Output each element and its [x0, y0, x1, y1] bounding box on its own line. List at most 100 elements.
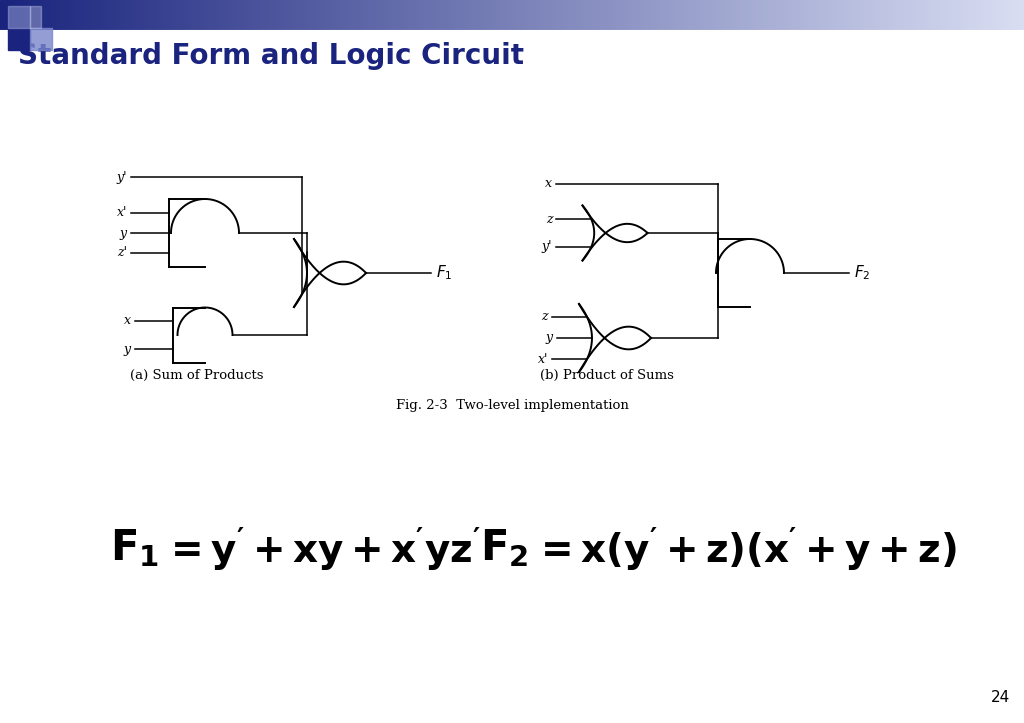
- Bar: [340, 0, 344, 28]
- Bar: [532, 0, 536, 28]
- Bar: [488, 0, 492, 28]
- Bar: [852, 0, 856, 28]
- Bar: [392, 0, 396, 28]
- Bar: [32, 0, 36, 28]
- Bar: [980, 0, 984, 28]
- Bar: [140, 0, 144, 28]
- Bar: [428, 0, 432, 28]
- Bar: [964, 0, 968, 28]
- Bar: [616, 0, 620, 28]
- Bar: [396, 0, 400, 28]
- Bar: [1012, 0, 1016, 28]
- Text: z: z: [546, 213, 552, 226]
- Bar: [456, 0, 460, 28]
- Bar: [916, 0, 920, 28]
- Text: z': z': [117, 247, 127, 260]
- Bar: [705, 0, 708, 28]
- Bar: [636, 0, 640, 28]
- Bar: [224, 0, 228, 28]
- Bar: [568, 0, 572, 28]
- Bar: [864, 0, 868, 28]
- Bar: [876, 0, 880, 28]
- Bar: [276, 0, 280, 28]
- Bar: [212, 0, 216, 28]
- Bar: [844, 0, 848, 28]
- Bar: [676, 0, 680, 28]
- Bar: [716, 0, 720, 28]
- Bar: [196, 0, 200, 28]
- Bar: [696, 0, 700, 28]
- Bar: [912, 0, 916, 28]
- Bar: [932, 0, 936, 28]
- Bar: [640, 0, 644, 28]
- Bar: [976, 0, 980, 28]
- Bar: [768, 0, 772, 28]
- Bar: [124, 0, 128, 28]
- Bar: [208, 0, 212, 28]
- Bar: [152, 0, 156, 28]
- Bar: [84, 0, 88, 28]
- Bar: [580, 0, 584, 28]
- Bar: [564, 0, 568, 28]
- Bar: [920, 0, 924, 28]
- Bar: [80, 0, 84, 28]
- Bar: [232, 0, 236, 28]
- Bar: [560, 0, 564, 28]
- Bar: [736, 0, 740, 28]
- Bar: [776, 0, 780, 28]
- Bar: [164, 0, 168, 28]
- Bar: [800, 0, 804, 28]
- Bar: [400, 0, 404, 28]
- Bar: [924, 0, 928, 28]
- Bar: [272, 0, 276, 28]
- Bar: [128, 0, 132, 28]
- Bar: [928, 0, 932, 28]
- Text: y': y': [117, 171, 127, 184]
- Bar: [120, 0, 124, 28]
- Text: x': x': [117, 207, 127, 220]
- Bar: [632, 0, 636, 28]
- Bar: [784, 0, 788, 28]
- Bar: [172, 0, 176, 28]
- Bar: [872, 0, 876, 28]
- Bar: [44, 0, 48, 28]
- Bar: [472, 0, 476, 28]
- Bar: [756, 0, 760, 28]
- Bar: [12, 0, 16, 28]
- Bar: [372, 0, 376, 28]
- Bar: [68, 0, 72, 28]
- Bar: [652, 0, 656, 28]
- Bar: [376, 0, 380, 28]
- Bar: [424, 0, 428, 28]
- Bar: [380, 0, 384, 28]
- Bar: [740, 0, 744, 28]
- Bar: [664, 0, 668, 28]
- Bar: [528, 0, 532, 28]
- Bar: [16, 0, 20, 28]
- Bar: [416, 0, 420, 28]
- Bar: [356, 0, 360, 28]
- Bar: [176, 0, 180, 28]
- Bar: [831, 0, 836, 28]
- Text: y: y: [120, 226, 127, 239]
- Bar: [856, 0, 860, 28]
- Bar: [936, 0, 940, 28]
- Bar: [412, 0, 416, 28]
- Bar: [236, 0, 240, 28]
- Bar: [104, 0, 108, 28]
- Bar: [260, 0, 264, 28]
- Bar: [816, 0, 820, 28]
- Bar: [96, 0, 100, 28]
- Bar: [836, 0, 840, 28]
- Bar: [308, 0, 312, 28]
- Bar: [384, 0, 388, 28]
- Bar: [160, 0, 164, 28]
- Bar: [728, 0, 732, 28]
- Bar: [360, 0, 364, 28]
- Bar: [796, 0, 800, 28]
- Bar: [808, 0, 812, 28]
- Bar: [868, 0, 872, 28]
- Bar: [760, 0, 764, 28]
- Bar: [516, 0, 520, 28]
- Bar: [660, 0, 664, 28]
